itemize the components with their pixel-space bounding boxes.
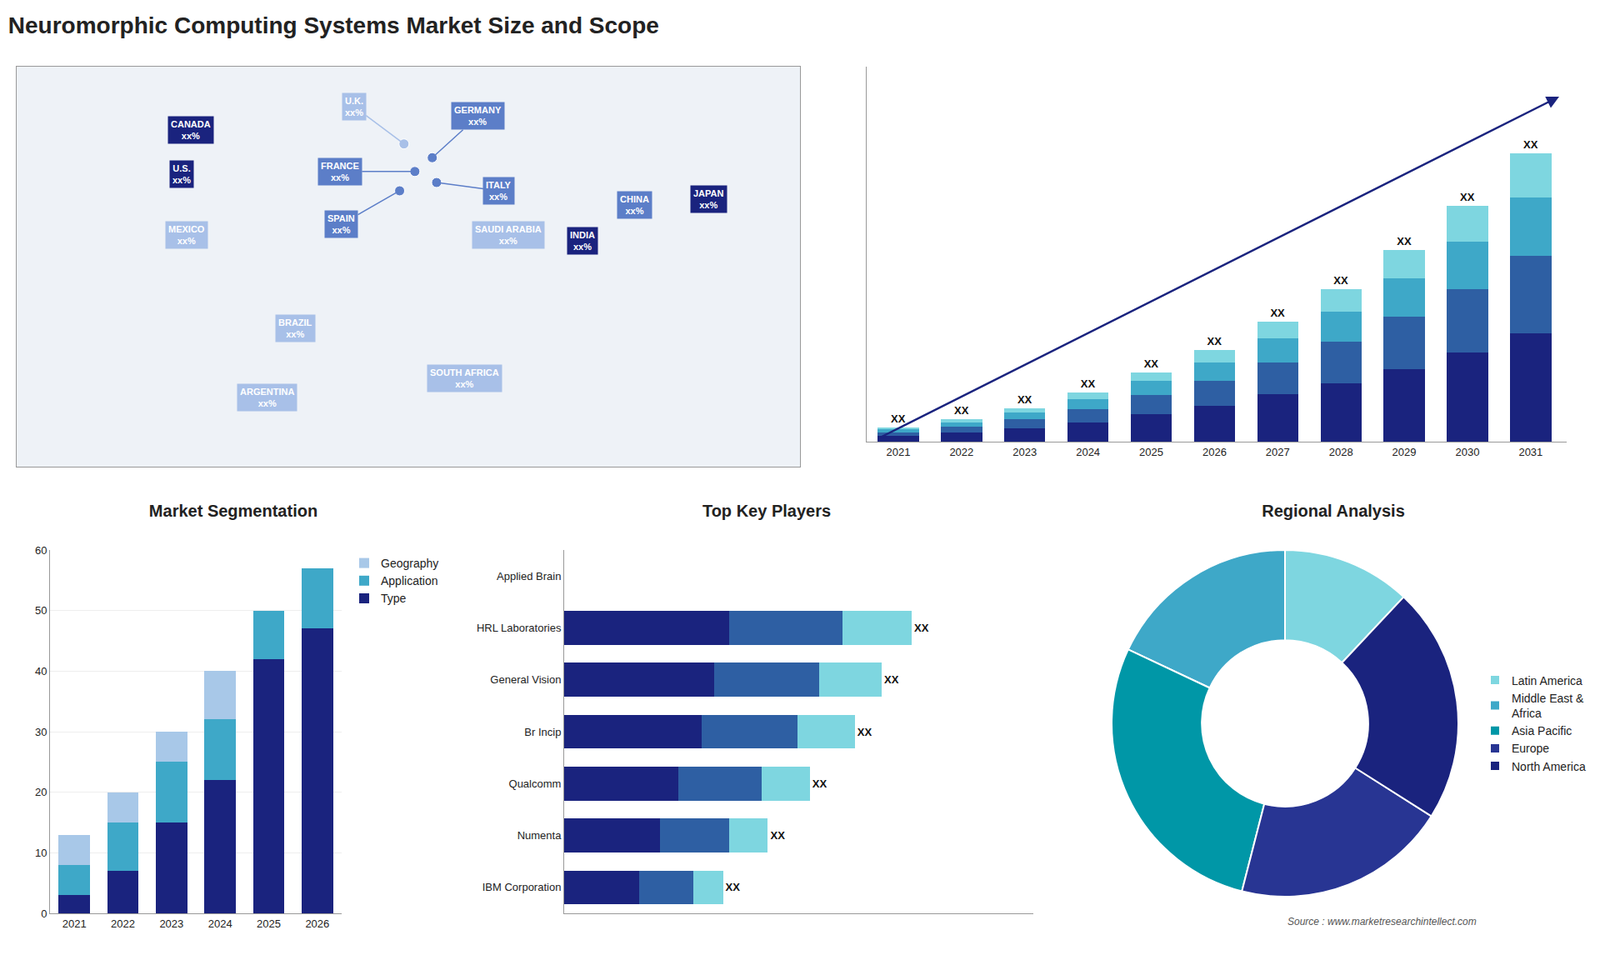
svg-text:CHINAxx%: CHINAxx% [620, 194, 650, 216]
svg-text:2021: 2021 [62, 917, 87, 930]
svg-text:Neuromorphic Computing Systems: Neuromorphic Computing Systems Market Si… [8, 12, 660, 39]
svg-text:Latin America: Latin America [1511, 674, 1583, 688]
svg-text:XX: XX [812, 777, 828, 790]
svg-text:XX: XX [1333, 274, 1349, 287]
svg-text:General Vision: General Vision [490, 673, 561, 686]
svg-text:Market Segmentation: Market Segmentation [149, 501, 318, 520]
svg-text:Asia Pacific: Asia Pacific [1511, 724, 1572, 738]
svg-text:2026: 2026 [305, 917, 330, 930]
svg-text:2030: 2030 [1455, 445, 1480, 459]
svg-text:XX: XX [1396, 235, 1412, 248]
svg-text:2031: 2031 [1518, 445, 1543, 459]
svg-text:XX: XX [890, 412, 906, 425]
svg-text:XX: XX [1017, 393, 1033, 406]
svg-text:XX: XX [954, 404, 970, 417]
svg-text:2023: 2023 [159, 917, 184, 930]
svg-text:20: 20 [35, 785, 47, 799]
svg-text:Numenta: Numenta [517, 829, 563, 842]
svg-text:U.K.xx%: U.K.xx% [345, 95, 364, 118]
svg-text:2029: 2029 [1392, 445, 1417, 459]
svg-text:BRAZILxx%: BRAZILxx% [278, 317, 313, 340]
svg-text:XX: XX [1207, 335, 1223, 348]
svg-text:INDIAxx%: INDIAxx% [570, 230, 595, 252]
svg-text:FRANCExx%: FRANCExx% [320, 160, 360, 183]
svg-text:XX: XX [914, 621, 930, 635]
svg-text:2024: 2024 [208, 917, 233, 930]
svg-text:Europe: Europe [1511, 741, 1550, 755]
svg-text:2025: 2025 [1139, 445, 1164, 459]
svg-text:Top Key Players: Top Key Players [702, 501, 831, 520]
svg-text:2028: 2028 [1329, 445, 1354, 459]
svg-text:U.S.xx%: U.S.xx% [172, 163, 191, 185]
svg-text:IBM Corporation: IBM Corporation [482, 880, 562, 894]
svg-text:HRL Laboratories: HRL Laboratories [476, 621, 562, 635]
svg-text:50: 50 [35, 604, 47, 617]
svg-text:Middle East &Africa: Middle East &Africa [1511, 691, 1585, 720]
svg-text:2027: 2027 [1265, 445, 1290, 459]
svg-text:MEXICOxx%: MEXICOxx% [168, 224, 205, 246]
svg-text:XX: XX [1523, 138, 1539, 151]
svg-text:2025: 2025 [256, 917, 281, 930]
svg-text:Applied Brain: Applied Brain [496, 570, 561, 583]
svg-text:10: 10 [35, 846, 47, 860]
svg-text:XX: XX [1460, 190, 1475, 204]
svg-text:XX: XX [884, 673, 900, 686]
svg-text:Geography: Geography [380, 556, 439, 570]
svg-text:XX: XX [725, 880, 741, 894]
svg-text:XX: XX [770, 829, 785, 842]
svg-text:ITALYxx%: ITALYxx% [485, 180, 512, 202]
svg-text:60: 60 [35, 544, 47, 557]
svg-text:Qualcomm: Qualcomm [509, 777, 562, 790]
svg-text:XX: XX [1144, 357, 1160, 370]
svg-text:2023: 2023 [1012, 445, 1037, 459]
svg-text:2022: 2022 [110, 917, 135, 930]
svg-text:XX: XX [1080, 377, 1096, 390]
svg-text:0: 0 [40, 907, 47, 920]
svg-text:Type: Type [380, 591, 407, 605]
svg-text:2022: 2022 [949, 445, 974, 459]
svg-text:JAPANxx%: JAPANxx% [693, 188, 725, 210]
svg-text:2024: 2024 [1075, 445, 1100, 459]
svg-text:XX: XX [1270, 306, 1285, 320]
svg-text:GERMANYxx%: GERMANYxx% [454, 105, 502, 127]
svg-text:ARGENTINAxx%: ARGENTINAxx% [240, 386, 295, 409]
svg-text:North America: North America [1511, 760, 1586, 774]
svg-text:Regional Analysis: Regional Analysis [1261, 501, 1405, 520]
svg-text:CANADAxx%: CANADAxx% [170, 119, 211, 141]
svg-text:Br Incip: Br Incip [524, 725, 561, 739]
svg-text:XX: XX [857, 725, 873, 739]
svg-text:SPAINxx%: SPAINxx% [327, 213, 355, 235]
svg-text:2021: 2021 [885, 445, 910, 459]
svg-text:SOUTH AFRICAxx%: SOUTH AFRICAxx% [430, 367, 500, 390]
svg-text:SAUDI ARABIAxx%: SAUDI ARABIAxx% [475, 224, 542, 246]
svg-text:30: 30 [35, 725, 47, 739]
svg-text:2026: 2026 [1202, 445, 1227, 459]
svg-text:40: 40 [35, 665, 47, 678]
svg-text:Application: Application [380, 574, 439, 588]
svg-text:Source : www.marketresearchint: Source : www.marketresearchintellect.com [1287, 915, 1477, 928]
